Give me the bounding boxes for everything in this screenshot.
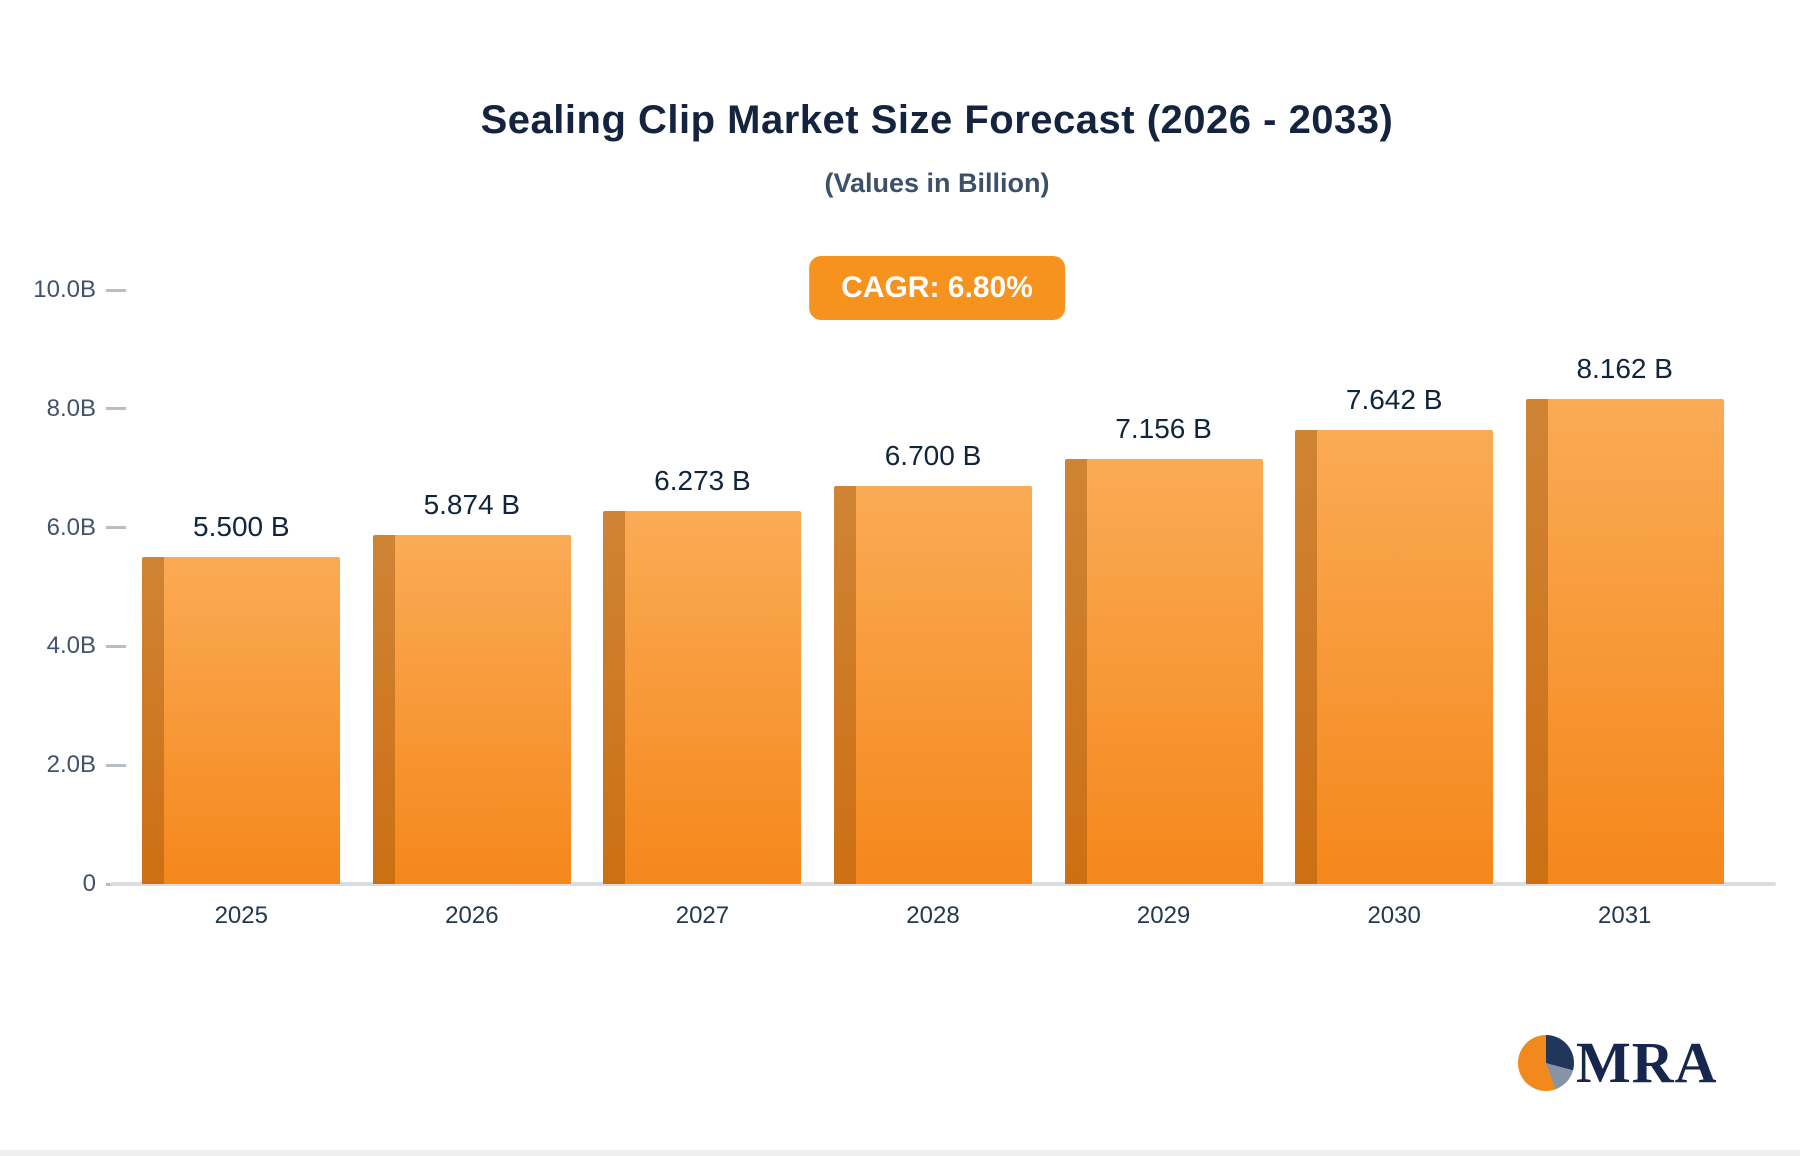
x-axis-label: 2025 [214,902,268,929]
y-tick: 8.0B [47,395,126,423]
chart-subtitle: (Values in Billion) [824,168,1050,198]
plot-area: 5.500 B 2025 5.874 B 2026 6.273 B 2027 6.700 B… [126,290,1740,929]
bar-value-label: 8.162 B [1576,353,1673,385]
x-axis-label: 2030 [1367,902,1421,929]
bar-value-label: 7.642 B [1345,384,1443,416]
y-tick-mark [106,407,126,411]
brand-logo-text: MRA [1576,1030,1718,1095]
cagr-badge: CAGR: 6.80% [809,256,1065,320]
bar-2025 [142,557,341,884]
y-axis: 10.0B 8.0B 6.0B 4.0B 2.0B 0 [0,276,126,897]
x-axis-label: 2031 [1598,902,1652,929]
bar-2026 [372,535,571,884]
x-axis-label: 2029 [1136,902,1191,929]
y-tick-mark [106,763,126,767]
x-axis-label: 2026 [445,902,499,929]
bar-value-label: 6.273 B [654,465,751,497]
y-tick: 2.0B [47,751,126,779]
y-tick-label: 8.0B [46,394,96,422]
y-tick-label: 6.0B [46,513,96,541]
y-tick-mark [106,288,126,292]
x-axis-line [110,882,1776,886]
bar-2027 [603,511,802,884]
y-tick-label: 2.0B [46,751,96,779]
y-tick-label: 0 [82,870,96,897]
y-tick-label: 10.0B [33,276,96,303]
x-axis-label: 2028 [906,902,960,929]
bar-2029 [1064,458,1263,884]
bar-value-label: 5.500 B [193,511,290,543]
bottom-edge-strip [0,1150,1800,1156]
y-tick-mark [106,644,126,648]
y-tick: 4.0B [47,632,126,660]
bar-value-label: 6.700 B [884,440,982,472]
x-axis-label: 2027 [675,902,730,929]
bar-value-label: 7.156 B [1115,412,1212,444]
bar-2031 [1525,399,1724,884]
y-tick: 6.0B [47,514,126,542]
bar-2028 [834,486,1032,884]
bar-value-label: 5.874 B [423,489,521,521]
y-tick: 10.0B [33,276,126,304]
bar-2030 [1295,430,1494,884]
y-tick-mark [106,526,126,530]
brand-logo: MRA [1518,1034,1718,1092]
brand-pie-icon [1518,1035,1574,1091]
y-tick-label: 4.0B [46,632,96,660]
chart-title: Sealing Clip Market Size Forecast (2026 … [480,98,1394,142]
